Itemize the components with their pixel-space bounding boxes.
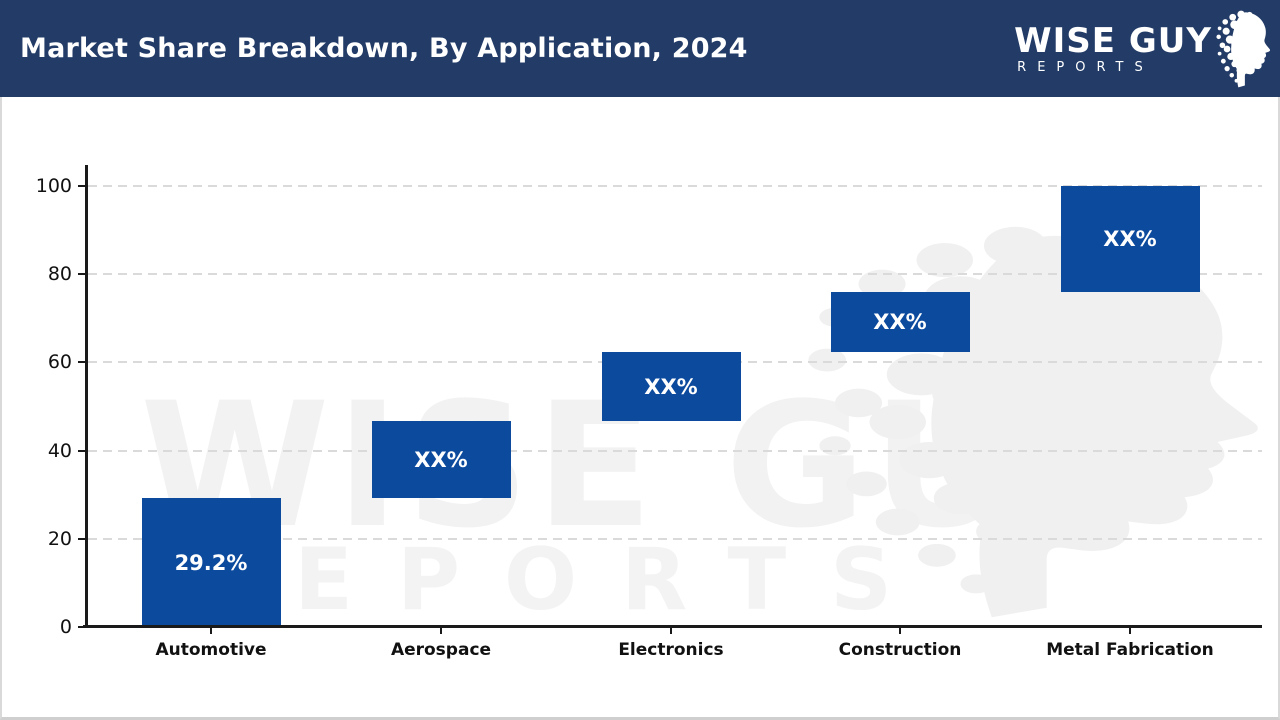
brand-subtitle: REPORTS <box>1017 59 1154 75</box>
brand-logo: WISE GUY REPORTS <box>1014 9 1272 89</box>
watermark-subtext: REPORTS <box>184 530 937 630</box>
chart-title: Market Share Breakdown, By Application, … <box>20 33 748 64</box>
watermark-face-icon <box>808 226 1258 618</box>
brand-face-icon <box>1216 10 1271 87</box>
brand-text: WISE GUY REPORTS <box>1014 23 1212 75</box>
header: Market Share Breakdown, By Application, … <box>0 0 1280 97</box>
brand-name: WISE GUY <box>1014 20 1212 61</box>
